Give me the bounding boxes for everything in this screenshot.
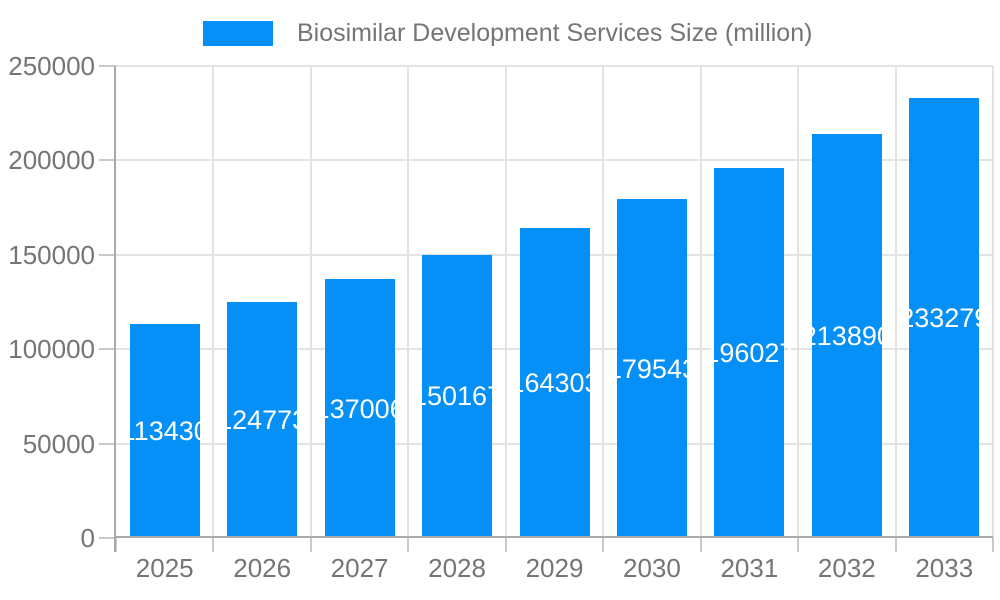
x-axis-tick	[602, 538, 605, 552]
bar	[324, 279, 395, 538]
y-axis-label: 250000	[8, 51, 95, 81]
y-axis-tick	[99, 442, 116, 445]
bar-value-label: 124773	[217, 405, 308, 436]
x-axis-tick	[504, 538, 507, 552]
gridline-vertical	[504, 66, 507, 538]
bar	[714, 167, 785, 538]
x-axis-tick	[699, 538, 702, 552]
bar-value-label: 137006	[314, 393, 405, 424]
y-axis-line	[114, 66, 116, 552]
y-axis-label: 200000	[8, 145, 95, 176]
legend-swatch-icon	[203, 21, 273, 46]
x-axis-label: 2026	[233, 552, 292, 583]
x-axis-tick	[309, 538, 312, 552]
bar-value-label: 113430	[120, 415, 209, 446]
bar	[811, 134, 882, 538]
bar	[616, 199, 687, 538]
bar-value-label: 196027	[704, 337, 795, 368]
gridline-vertical	[699, 66, 702, 538]
y-axis-tick	[99, 253, 116, 256]
x-axis-label: 2031	[720, 552, 779, 583]
y-axis-label: 150000	[8, 239, 95, 270]
x-axis-label: 2025	[135, 552, 194, 583]
x-axis-line	[114, 536, 993, 538]
x-axis-label: 2029	[525, 552, 584, 583]
y-axis-label: 100000	[8, 334, 95, 365]
y-axis-tick	[99, 537, 116, 539]
x-axis-tick	[212, 538, 215, 552]
gridline-vertical	[212, 66, 215, 538]
legend-label: Biosimilar Development Services Size (mi…	[297, 19, 813, 47]
bar-value-label: 150167	[411, 381, 503, 412]
y-axis-label: 0	[80, 523, 95, 553]
x-axis-label: 2033	[915, 552, 974, 583]
x-axis-tick	[992, 538, 994, 552]
gridline-horizontal	[116, 65, 993, 67]
bar-value-label: 179543	[606, 353, 697, 384]
x-axis-tick	[894, 538, 897, 552]
x-axis-label: 2028	[428, 552, 486, 583]
x-axis-tick	[797, 538, 800, 552]
plot-area: 113430 124773 137006 150167 164303 179543 1960…	[116, 65, 994, 538]
y-axis-label: 50000	[22, 428, 95, 459]
gridline-vertical	[407, 66, 410, 538]
gridline-vertical	[309, 66, 312, 538]
x-axis-tick	[115, 538, 117, 552]
x-axis-tick	[407, 538, 410, 552]
y-axis-tick	[99, 65, 116, 67]
x-axis-label: 2032	[817, 552, 876, 583]
bar	[227, 302, 298, 538]
bar	[909, 97, 980, 538]
gridline-horizontal	[116, 159, 993, 162]
gridline-vertical	[797, 66, 800, 538]
bar	[422, 254, 493, 538]
bar-value-label: 213890	[801, 321, 892, 352]
bar	[519, 227, 590, 538]
bar	[129, 323, 200, 538]
legend: Biosimilar Development Services Size (mi…	[203, 19, 812, 48]
gridline-vertical	[992, 66, 994, 538]
y-axis-tick	[99, 159, 116, 162]
y-axis-tick	[99, 348, 116, 351]
x-axis-label: 2027	[330, 552, 389, 583]
bar-value-label: 233279	[899, 302, 990, 333]
gridline-vertical	[602, 66, 605, 538]
gridline-vertical	[894, 66, 897, 538]
bar-value-label: 164303	[509, 367, 600, 398]
x-axis-label: 2030	[623, 552, 681, 583]
